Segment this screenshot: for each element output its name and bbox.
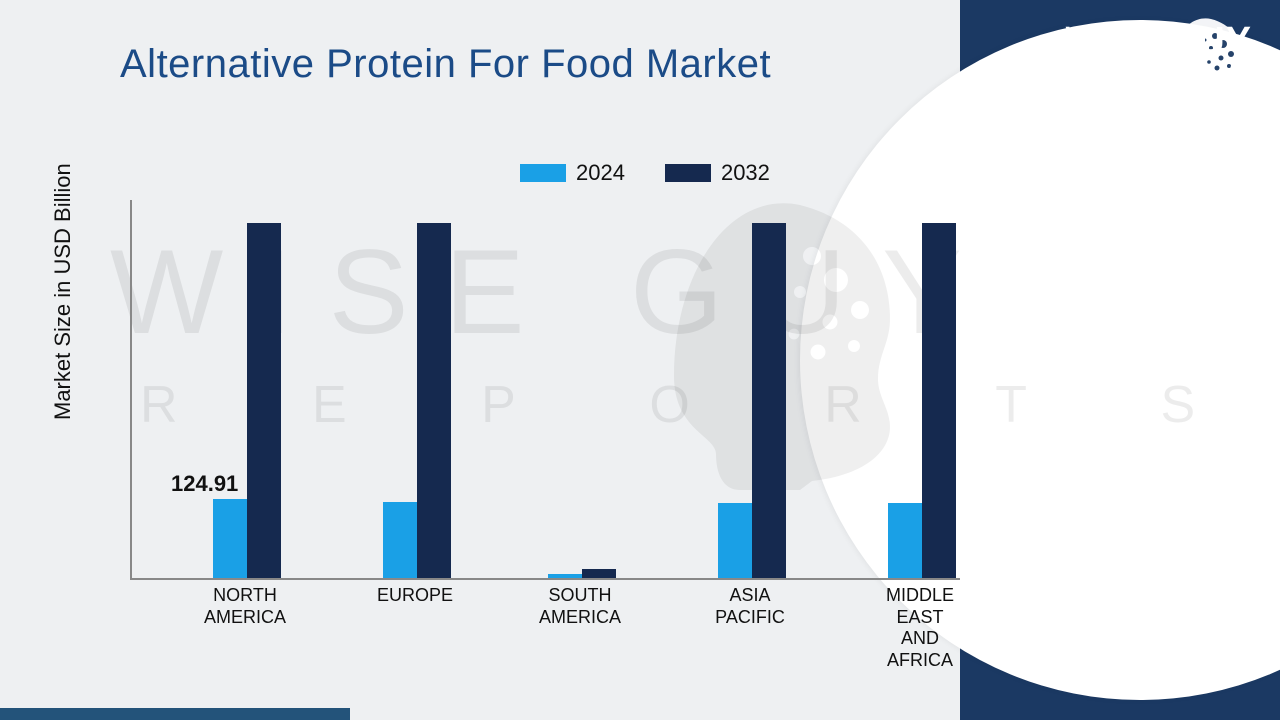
bar — [888, 503, 922, 578]
bar — [548, 574, 582, 578]
bar — [582, 569, 616, 578]
legend-item-2024: 2024 — [520, 160, 625, 186]
bar-group — [548, 569, 616, 578]
x-axis-label: SOUTH AMERICA — [515, 585, 645, 628]
bar — [247, 223, 281, 578]
bar-group — [383, 223, 451, 578]
legend-swatch-2032 — [665, 164, 711, 182]
page-root: WISE GUYR E P O R T S Alternative Protei… — [0, 0, 1280, 720]
legend-item-2032: 2032 — [665, 160, 770, 186]
x-axis-labels: NORTH AMERICA EUROPE SOUTH AMERICA ASIA PAC… — [130, 585, 960, 695]
bar — [383, 502, 417, 578]
bar — [752, 223, 786, 578]
chart-container: Market Size in USD Billion 2024 2032 124… — [60, 160, 980, 700]
logo-guy: GUY — [1167, 20, 1252, 62]
plot-area — [130, 200, 960, 580]
legend-swatch-2024 — [520, 164, 566, 182]
logo-line1: WISEGUY — [1066, 20, 1252, 63]
brand-logo: WISEGUY REPORTS — [1066, 20, 1252, 77]
legend: 2024 2032 — [520, 160, 770, 186]
logo-line2: REPORTS — [1066, 61, 1252, 77]
bar — [417, 223, 451, 578]
logo-wise: WISE — [1066, 20, 1167, 62]
bar-group — [888, 223, 956, 578]
bar — [213, 499, 247, 578]
chart-title: Alternative Protein For Food Market — [120, 42, 771, 87]
bar-group — [718, 223, 786, 578]
legend-label-2032: 2032 — [721, 160, 770, 186]
x-axis-label: EUROPE — [350, 585, 480, 607]
y-axis-label: Market Size in USD Billion — [50, 163, 76, 420]
x-axis-label: ASIA PACIFIC — [685, 585, 815, 628]
bottom-accent-bar — [0, 708, 350, 720]
legend-label-2024: 2024 — [576, 160, 625, 186]
bar-group — [213, 223, 281, 578]
x-axis-label: NORTH AMERICA — [180, 585, 310, 628]
bar — [718, 503, 752, 578]
bar — [922, 223, 956, 578]
x-axis-label: MIDDLE EAST AND AFRICA — [855, 585, 985, 671]
